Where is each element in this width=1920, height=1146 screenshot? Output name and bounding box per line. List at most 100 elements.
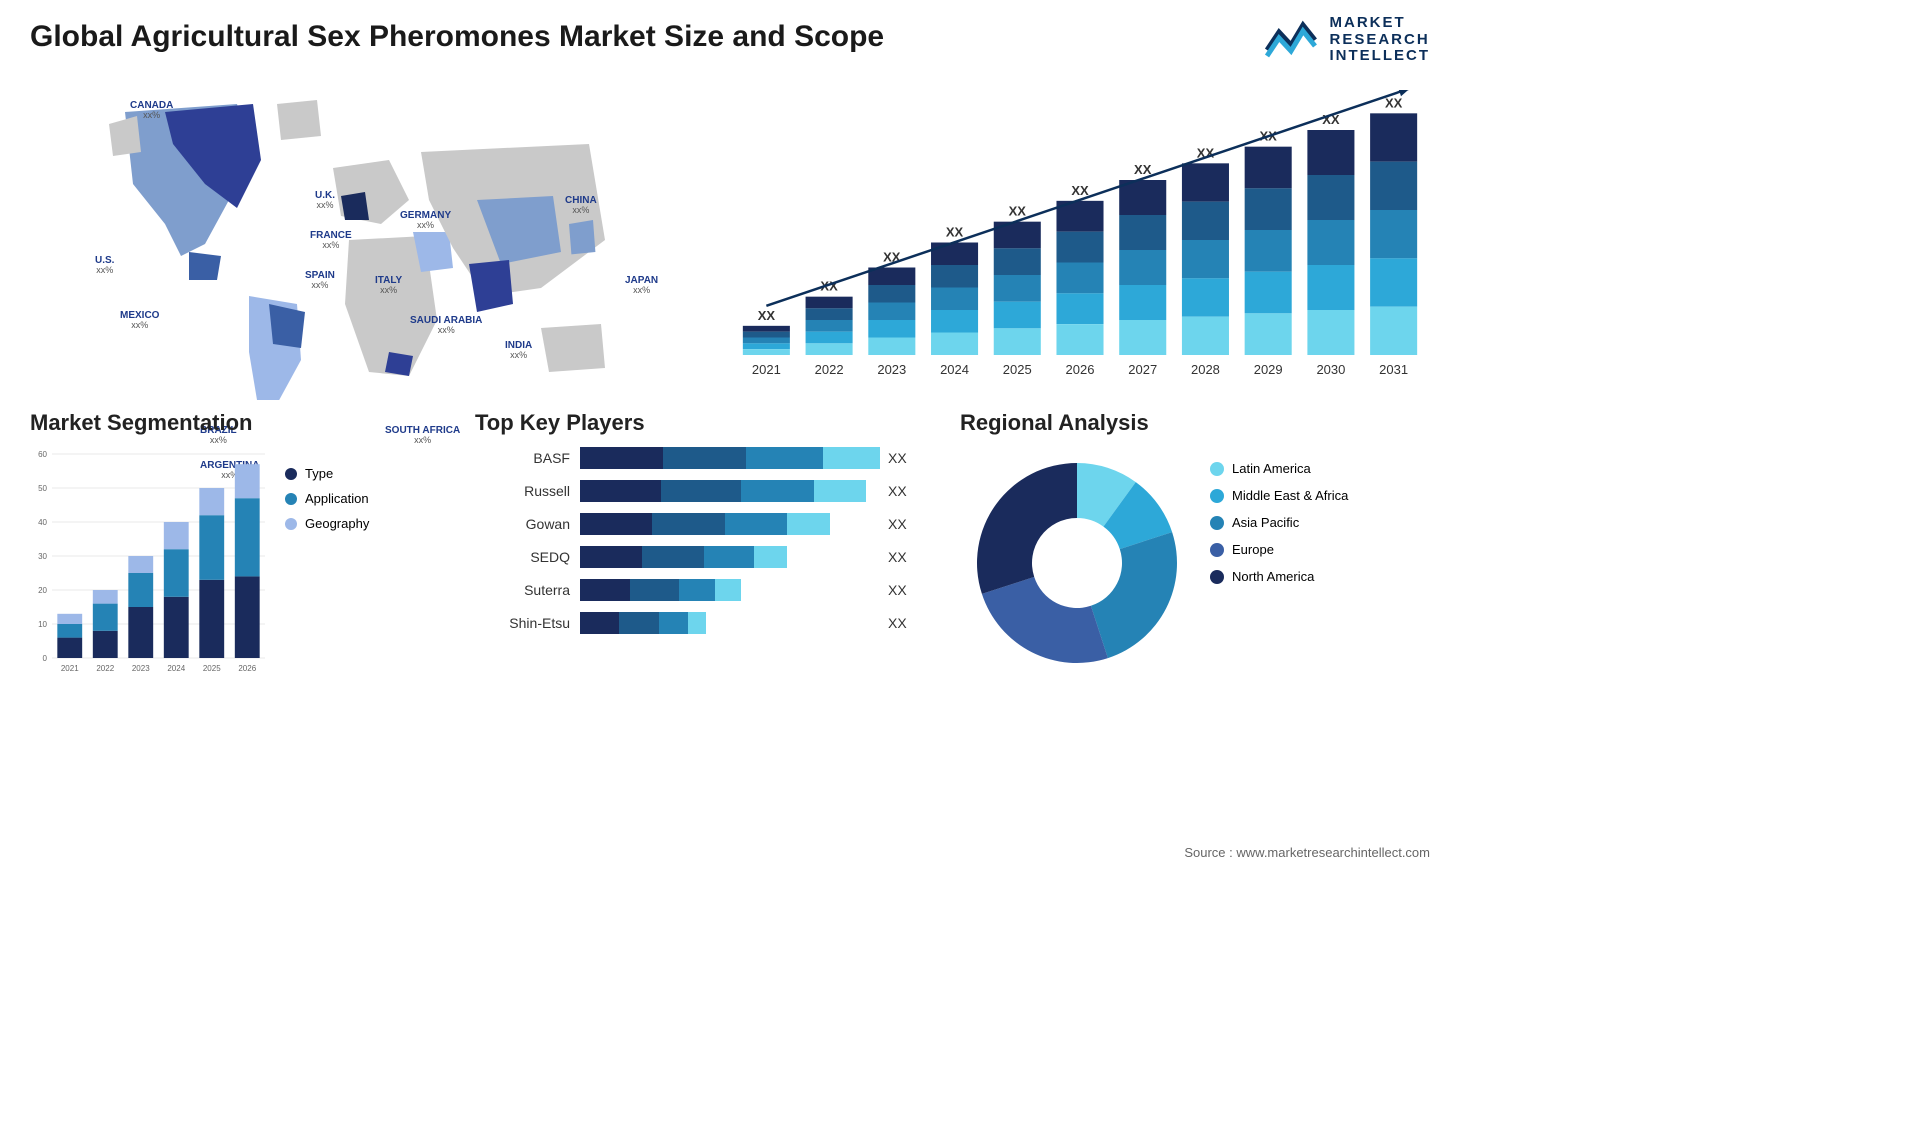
player-row: Russell XX [475, 479, 935, 503]
legend-label: Geography [305, 516, 369, 531]
player-bar-segment [715, 579, 741, 601]
player-bar-segment [754, 546, 787, 568]
map-label-saudiarabia: SAUDI ARABIAxx% [410, 315, 482, 336]
svg-text:2024: 2024 [940, 362, 969, 377]
svg-text:2025: 2025 [203, 664, 221, 673]
segmentation-section: Market Segmentation 01020304050602021202… [30, 410, 460, 676]
map-label-italy: ITALYxx% [375, 275, 402, 296]
regional-donut [960, 446, 1195, 681]
player-bar-segment [814, 480, 866, 502]
regional-legend-item: Latin America [1210, 461, 1348, 476]
regional-title: Regional Analysis [960, 410, 1430, 436]
seg-legend-item: Application [285, 491, 369, 506]
regional-legend: Latin America Middle East & Africa Asia Pa… [1210, 446, 1348, 596]
seg-legend-item: Type [285, 466, 369, 481]
legend-label: North America [1232, 569, 1314, 584]
player-bar-segment [679, 579, 715, 601]
legend-label: Asia Pacific [1232, 515, 1299, 530]
legend-dot-icon [285, 518, 297, 530]
logo: MARKET RESEARCH INTELLECT [1265, 15, 1431, 65]
logo-text-1: MARKET [1330, 15, 1431, 32]
player-bar-segment [630, 579, 680, 601]
svg-text:50: 50 [38, 484, 47, 493]
svg-text:2021: 2021 [61, 664, 79, 673]
svg-text:2026: 2026 [1066, 362, 1095, 377]
svg-text:XX: XX [1385, 95, 1403, 110]
svg-text:XX: XX [1071, 183, 1089, 198]
regional-legend-item: Asia Pacific [1210, 515, 1348, 530]
player-bar [580, 447, 880, 469]
map-label-us: U.S.xx% [95, 255, 114, 276]
player-bar [580, 612, 880, 634]
svg-text:60: 60 [38, 450, 47, 459]
player-bar-segment [642, 546, 704, 568]
player-row: BASFXX [475, 446, 935, 470]
legend-dot-icon [1210, 462, 1224, 476]
map-label-china: CHINAxx% [565, 195, 597, 216]
player-value: XX [880, 483, 920, 499]
regional-section: Regional Analysis Latin America Middle Ea… [960, 410, 1430, 681]
svg-text:30: 30 [38, 552, 47, 561]
player-name: Gowan [475, 516, 580, 532]
player-bar [580, 546, 880, 568]
player-value: XX [880, 549, 920, 565]
segmentation-chart: 0102030405060202120222023202420252026 [30, 446, 270, 676]
player-row: Suterra XX [475, 578, 935, 602]
svg-text:0: 0 [43, 654, 48, 663]
source-text: Source : www.marketresearchintellect.com [1184, 845, 1430, 860]
key-players-section: Top Key Players BASFXXRussellXXGowanXXSE… [475, 410, 935, 644]
svg-text:XX: XX [1009, 204, 1027, 219]
svg-text:10: 10 [38, 620, 47, 629]
legend-label: Europe [1232, 542, 1274, 557]
map-label-germany: GERMANYxx% [400, 210, 451, 231]
player-row: Shin-EtsuXX [475, 611, 935, 635]
player-value: XX [880, 582, 920, 598]
regional-legend-item: Europe [1210, 542, 1348, 557]
svg-text:2029: 2029 [1254, 362, 1283, 377]
player-name: Suterra [475, 582, 580, 598]
player-name: SEDQ [475, 549, 580, 565]
svg-text:2021: 2021 [752, 362, 781, 377]
world-map: CANADAxx%U.S.xx%MEXICOxx%BRAZILxx%ARGENT… [25, 80, 705, 400]
svg-text:2031: 2031 [1379, 362, 1408, 377]
legend-label: Middle East & Africa [1232, 488, 1348, 503]
player-bar-segment [580, 447, 663, 469]
map-label-india: INDIAxx% [505, 340, 532, 361]
player-bar-segment [704, 546, 754, 568]
logo-text-3: INTELLECT [1330, 48, 1431, 65]
map-label-spain: SPAINxx% [305, 270, 335, 291]
svg-text:2025: 2025 [1003, 362, 1032, 377]
map-svg [25, 80, 705, 400]
svg-text:2030: 2030 [1316, 362, 1345, 377]
map-label-uk: U.K.xx% [315, 190, 335, 211]
player-bar-segment [659, 612, 688, 634]
legend-dot-icon [1210, 543, 1224, 557]
legend-dot-icon [1210, 570, 1224, 584]
player-bar [580, 579, 880, 601]
player-bar-segment [688, 612, 707, 634]
legend-dot-icon [1210, 489, 1224, 503]
player-name: Russell [475, 483, 580, 499]
player-bar [580, 513, 880, 535]
player-name: BASF [475, 450, 580, 466]
legend-dot-icon [285, 493, 297, 505]
regional-legend-item: Middle East & Africa [1210, 488, 1348, 503]
svg-text:2024: 2024 [167, 664, 185, 673]
player-name: Shin-Etsu [475, 615, 580, 631]
segmentation-title: Market Segmentation [30, 410, 460, 436]
svg-text:XX: XX [946, 225, 964, 240]
svg-text:2023: 2023 [877, 362, 906, 377]
svg-text:XX: XX [758, 308, 776, 323]
svg-text:40: 40 [38, 518, 47, 527]
svg-text:2022: 2022 [815, 362, 844, 377]
player-row: SEDQ XX [475, 545, 935, 569]
player-bar-segment [725, 513, 787, 535]
svg-text:2027: 2027 [1128, 362, 1157, 377]
player-bar [580, 480, 880, 502]
legend-label: Type [305, 466, 333, 481]
player-bar-segment [746, 447, 824, 469]
regional-legend-item: North America [1210, 569, 1348, 584]
player-value: XX [880, 516, 920, 532]
logo-mark-icon [1265, 20, 1320, 60]
legend-label: Latin America [1232, 461, 1311, 476]
